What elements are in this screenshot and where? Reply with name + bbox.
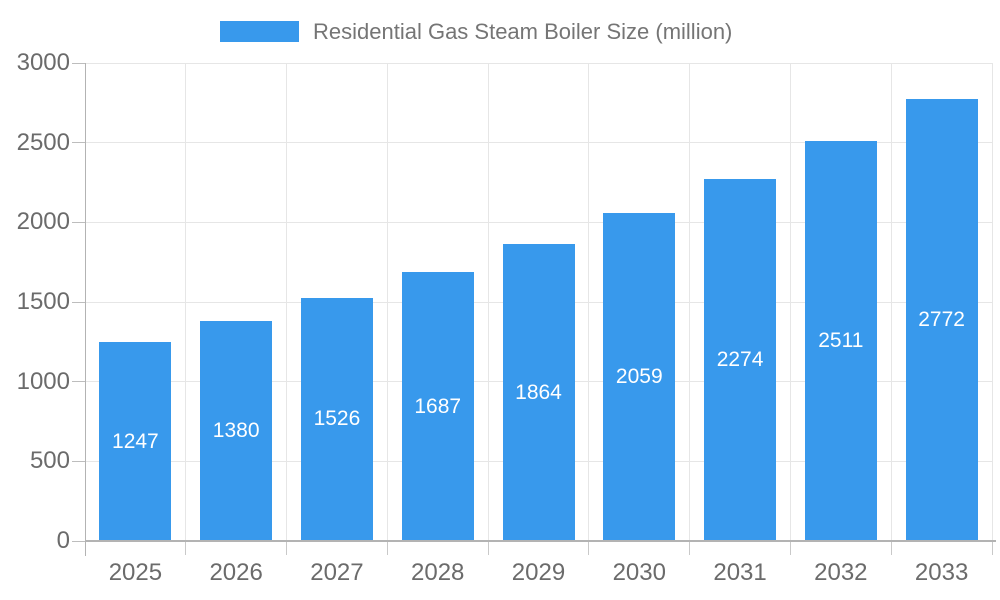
y-axis-tick bbox=[72, 460, 85, 462]
x-gridline bbox=[386, 63, 388, 541]
bar-2030 bbox=[603, 212, 676, 541]
x-axis-tick bbox=[689, 542, 691, 555]
bar-2029 bbox=[502, 244, 575, 541]
bar-value-label: 2772 bbox=[918, 308, 965, 332]
y-axis-tick-label: 2500 bbox=[16, 128, 70, 156]
y-axis-tick-label: 3000 bbox=[16, 49, 70, 76]
bar-value-label: 1864 bbox=[515, 380, 562, 404]
bar-2027 bbox=[300, 297, 373, 541]
x-gridline bbox=[890, 63, 892, 541]
y-axis-tick-label: 500 bbox=[29, 447, 70, 475]
y-gridline bbox=[85, 62, 992, 64]
x-axis-tick bbox=[890, 542, 892, 555]
x-gridline bbox=[789, 63, 791, 541]
y-axis-tick-label: 0 bbox=[56, 527, 70, 554]
x-axis-tick-label: 2026 bbox=[209, 559, 263, 586]
bar-value-label: 1687 bbox=[414, 394, 462, 418]
x-axis-tick-label: 2029 bbox=[511, 559, 566, 586]
bar-value-label: 2274 bbox=[716, 347, 764, 371]
x-gridline bbox=[689, 63, 691, 541]
y-axis-tick bbox=[72, 301, 85, 303]
bar-2025 bbox=[99, 342, 172, 541]
x-axis-tick-label: 2032 bbox=[814, 559, 868, 586]
bar-value-label: 2511 bbox=[818, 328, 864, 352]
y-axis-tick bbox=[72, 142, 85, 144]
bar-value-label: 1380 bbox=[212, 419, 260, 443]
y-axis-tick-label: 1000 bbox=[16, 367, 70, 395]
x-axis-tick-label: 2025 bbox=[108, 559, 163, 586]
bar-2028 bbox=[401, 272, 474, 541]
y-axis-tick-label: 2000 bbox=[16, 208, 70, 236]
x-axis-tick bbox=[386, 542, 388, 555]
x-gridline bbox=[588, 63, 590, 541]
x-gridline bbox=[991, 63, 993, 541]
bar-2032 bbox=[804, 140, 877, 541]
y-axis-tick-label: 1500 bbox=[16, 288, 70, 315]
x-axis-tick bbox=[487, 542, 489, 555]
bar-2026 bbox=[200, 321, 273, 541]
legend-swatch bbox=[220, 21, 299, 42]
legend-label: Residential Gas Steam Boiler Size (milli… bbox=[313, 19, 733, 44]
x-axis-tick-label: 2028 bbox=[411, 559, 465, 586]
x-axis-tick-label: 2027 bbox=[310, 559, 364, 586]
bar-2031 bbox=[704, 178, 777, 541]
x-axis-tick bbox=[185, 542, 187, 555]
x-axis-line bbox=[85, 540, 996, 542]
x-gridline bbox=[185, 63, 187, 541]
bar-value-label: 2059 bbox=[615, 364, 663, 388]
y-axis-tick bbox=[72, 381, 85, 383]
y-gridline bbox=[85, 221, 992, 223]
y-axis-tick bbox=[72, 221, 85, 223]
bar-value-label: 1526 bbox=[313, 407, 361, 431]
x-gridline bbox=[487, 63, 489, 541]
y-gridline bbox=[85, 142, 992, 144]
x-axis-tick bbox=[789, 542, 791, 555]
y-axis-tick bbox=[72, 540, 85, 542]
x-gridline bbox=[286, 63, 288, 541]
bar-value-label: 1247 bbox=[112, 429, 159, 453]
x-axis-tick bbox=[286, 542, 288, 555]
y-axis-tick bbox=[72, 62, 85, 64]
x-axis-tick bbox=[991, 542, 993, 555]
x-axis-tick-label: 2030 bbox=[612, 559, 666, 586]
bar-2033 bbox=[905, 99, 978, 541]
y-axis-line bbox=[85, 63, 86, 556]
x-axis-tick-label: 2033 bbox=[914, 559, 969, 586]
x-axis-tick bbox=[588, 542, 590, 555]
x-axis-tick-label: 2031 bbox=[713, 559, 767, 586]
